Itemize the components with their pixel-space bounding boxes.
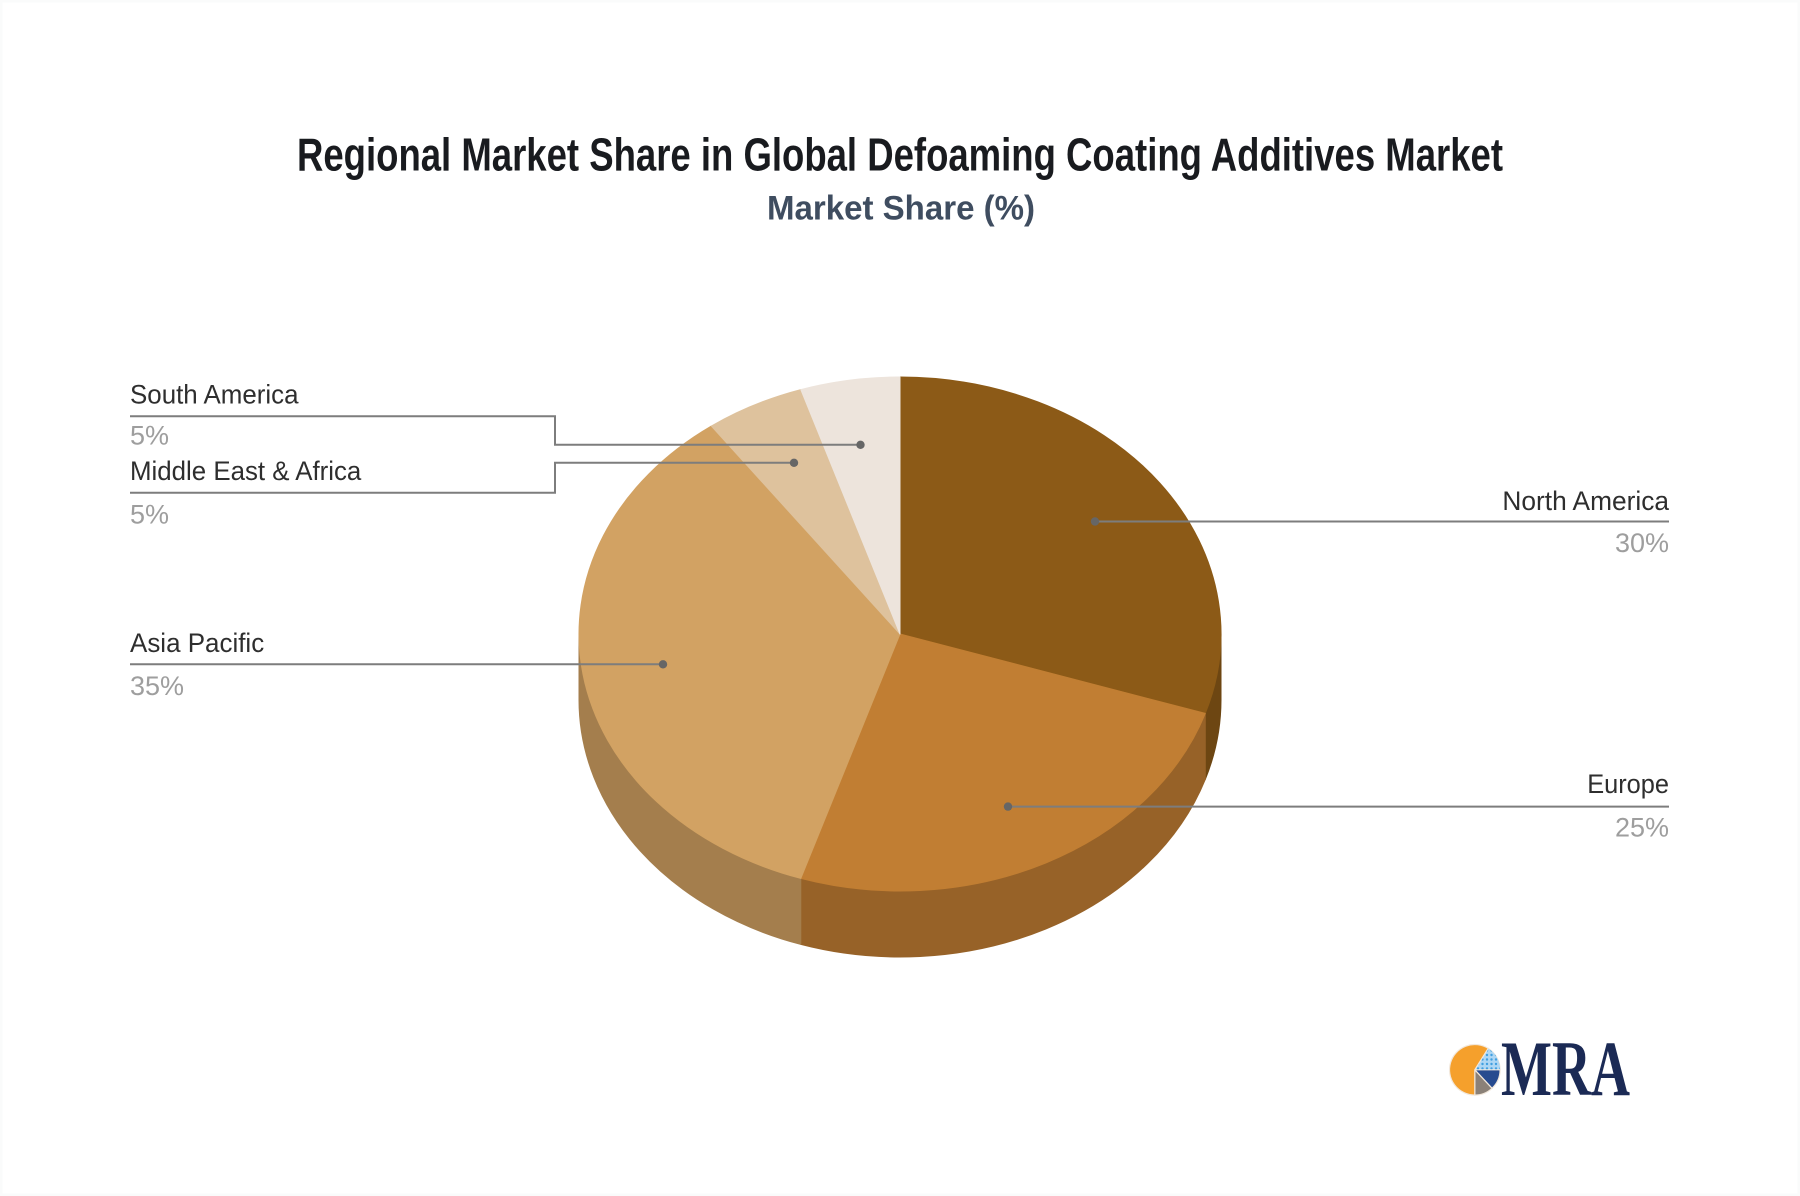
- svg-text:Middle East & Africa: Middle East & Africa: [130, 456, 362, 486]
- svg-text:MRA: MRA: [1501, 1025, 1630, 1112]
- svg-text:North America: North America: [1502, 486, 1670, 516]
- svg-text:Market Share (%): Market Share (%): [767, 190, 1035, 228]
- svg-text:Europe: Europe: [1587, 769, 1669, 799]
- svg-text:South America: South America: [130, 380, 299, 410]
- svg-text:25%: 25%: [1615, 813, 1669, 843]
- svg-text:35%: 35%: [130, 671, 184, 701]
- svg-text:Asia Pacific: Asia Pacific: [130, 628, 264, 658]
- svg-text:5%: 5%: [130, 500, 169, 530]
- svg-text:5%: 5%: [130, 421, 169, 451]
- svg-text:30%: 30%: [1615, 528, 1669, 558]
- svg-text:Regional Market Share in Globa: Regional Market Share in Global Defoamin…: [297, 129, 1503, 181]
